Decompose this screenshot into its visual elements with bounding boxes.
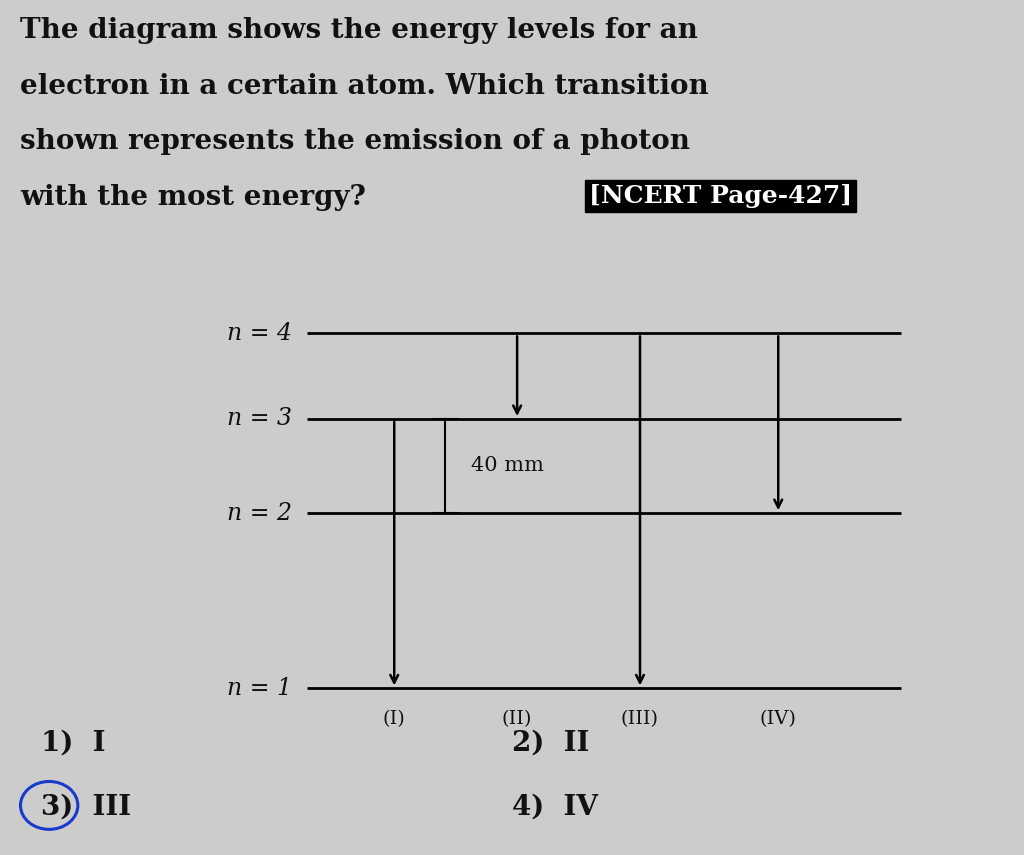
Text: (III): (III) [621,710,659,728]
Text: n = 2: n = 2 [227,502,292,524]
Text: The diagram shows the energy levels for an: The diagram shows the energy levels for … [20,17,698,44]
Text: [NCERT Page-427]: [NCERT Page-427] [589,184,852,208]
Text: n = 3: n = 3 [227,408,292,430]
Text: n = 1: n = 1 [227,677,292,699]
Text: with the most energy?: with the most energy? [20,184,367,211]
Text: 1)  I: 1) I [41,729,105,757]
Text: 3)  III: 3) III [41,793,131,821]
Text: 4)  IV: 4) IV [512,793,598,821]
Text: (IV): (IV) [760,710,797,728]
Text: electron in a certain atom. Which transition: electron in a certain atom. Which transi… [20,73,710,100]
Text: shown represents the emission of a photon: shown represents the emission of a photo… [20,128,690,156]
Text: (I): (I) [383,710,406,728]
Text: 40 mm: 40 mm [471,457,544,475]
Text: (II): (II) [502,710,532,728]
Text: n = 4: n = 4 [227,322,292,345]
Text: 2)  II: 2) II [512,729,590,757]
